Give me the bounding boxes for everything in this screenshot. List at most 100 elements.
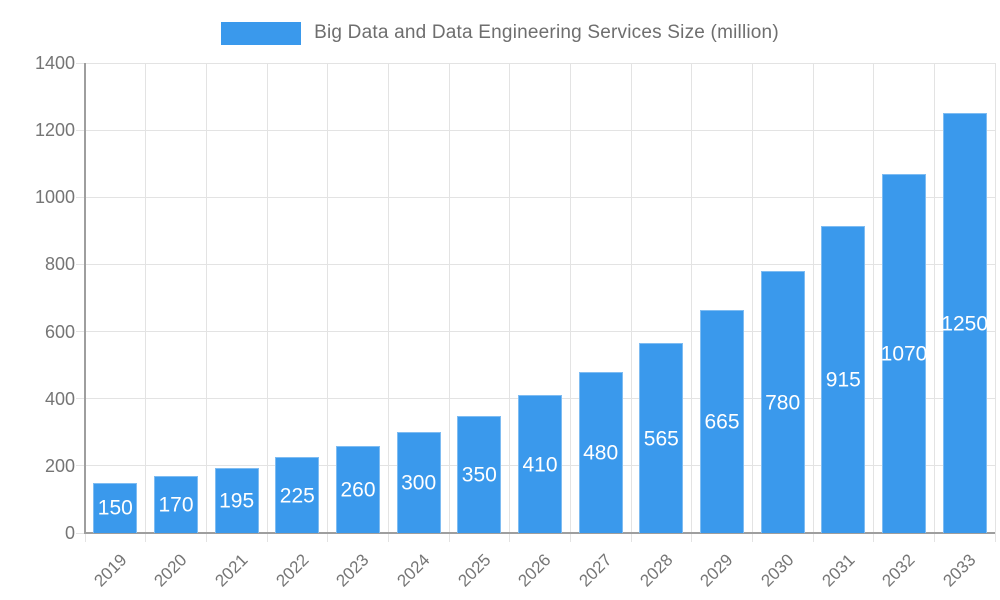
y-axis-tick xyxy=(76,263,85,265)
x-axis-label: 2020 xyxy=(150,550,191,591)
bar-value-label: 225 xyxy=(279,484,315,508)
bar-value-label: 300 xyxy=(401,471,437,495)
y-axis-tick xyxy=(76,62,85,64)
gridline-vertical xyxy=(205,63,207,533)
gridline-vertical xyxy=(448,63,450,533)
bar-value-label: 480 xyxy=(583,441,619,465)
x-axis-tick xyxy=(205,533,207,542)
x-axis-label: 2026 xyxy=(514,550,555,591)
legend-label: Big Data and Data Engineering Services S… xyxy=(314,22,779,43)
bar-value-label: 350 xyxy=(461,463,497,487)
y-axis-label: 1400 xyxy=(34,53,75,73)
bar-value-label: 170 xyxy=(158,493,194,517)
x-axis-tick xyxy=(812,533,814,542)
y-axis-tick xyxy=(76,129,85,131)
gridline-horizontal xyxy=(85,331,995,333)
bar[interactable]: 225 xyxy=(275,457,320,533)
gridline-vertical xyxy=(327,63,329,533)
bar-value-label: 150 xyxy=(97,496,133,520)
bar[interactable]: 565 xyxy=(639,343,684,533)
x-axis-label: 2027 xyxy=(575,550,616,591)
gridline-vertical xyxy=(509,63,511,533)
y-axis-tick xyxy=(76,398,85,400)
x-axis-tick xyxy=(994,533,996,542)
bar[interactable]: 480 xyxy=(578,371,623,533)
x-axis-label: 2021 xyxy=(211,550,252,591)
gridline-vertical xyxy=(691,63,693,533)
x-axis-label: 2024 xyxy=(393,550,434,591)
bar-value-label: 260 xyxy=(340,478,376,502)
gridline-horizontal xyxy=(85,129,995,131)
x-axis-label: 2025 xyxy=(453,550,495,591)
x-axis-line xyxy=(84,532,995,534)
gridline-vertical xyxy=(873,63,875,533)
x-axis-tick xyxy=(751,533,753,542)
x-axis-label: 2022 xyxy=(271,550,313,591)
bar-value-label: 665 xyxy=(704,410,740,434)
x-axis-tick xyxy=(691,533,693,542)
x-axis-tick xyxy=(448,533,450,542)
y-axis-label: 0 xyxy=(64,523,75,543)
x-axis-label: 2019 xyxy=(89,550,131,591)
y-axis-label: 400 xyxy=(44,388,75,409)
legend-swatch xyxy=(221,21,302,45)
x-axis-tick xyxy=(569,533,571,542)
x-axis-tick xyxy=(327,533,329,542)
bar[interactable]: 150 xyxy=(93,482,138,533)
y-axis-tick xyxy=(76,465,85,467)
bar[interactable]: 1070 xyxy=(880,173,928,533)
gridline-vertical xyxy=(994,63,996,533)
x-axis-label: 2031 xyxy=(817,550,859,591)
x-axis-label: 2029 xyxy=(696,550,737,591)
gridline-vertical xyxy=(630,63,632,533)
bar-value-label: 195 xyxy=(219,489,255,513)
bar[interactable]: 195 xyxy=(214,467,259,533)
bar-value-label: 410 xyxy=(522,453,558,477)
x-axis-label: 2033 xyxy=(939,550,980,591)
chart-legend[interactable]: Big Data and Data Engineering Services S… xyxy=(0,18,1000,48)
bar[interactable]: 410 xyxy=(518,395,562,533)
x-axis-tick xyxy=(873,533,875,542)
plot-area: 0 200 400 600 800 1000 1200 1400 150 170 195 225 260… xyxy=(35,54,996,590)
y-axis-label: 1000 xyxy=(34,187,75,208)
gridline-vertical xyxy=(266,63,268,533)
gridline-vertical xyxy=(569,63,571,533)
gridline-vertical xyxy=(933,63,935,533)
y-axis-label: 1200 xyxy=(34,120,75,141)
gridline-vertical xyxy=(812,63,814,533)
y-axis-tick xyxy=(76,532,85,534)
x-axis-tick xyxy=(509,533,511,542)
gridline-horizontal xyxy=(85,263,995,265)
bar[interactable]: 300 xyxy=(396,432,441,533)
bar-value-label: 1250 xyxy=(941,312,989,336)
y-axis-label: 800 xyxy=(44,254,75,275)
x-axis-tick xyxy=(933,533,935,542)
x-axis-tick xyxy=(630,533,632,542)
bar[interactable]: 170 xyxy=(154,475,198,533)
bar[interactable]: 350 xyxy=(457,415,502,533)
bar[interactable]: 665 xyxy=(700,309,744,533)
x-axis-label: 2030 xyxy=(757,550,798,591)
gridline-vertical xyxy=(387,63,389,533)
y-axis-label: 200 xyxy=(44,455,75,476)
bar[interactable]: 915 xyxy=(821,225,866,533)
gridline-horizontal xyxy=(85,196,995,198)
y-axis-label: 600 xyxy=(44,321,75,342)
x-axis-label: 2032 xyxy=(878,550,919,591)
x-axis-tick xyxy=(387,533,389,542)
gridline-horizontal xyxy=(85,62,995,64)
bar-value-label: 1070 xyxy=(880,342,928,366)
bar-value-label: 565 xyxy=(643,427,679,451)
y-axis-line xyxy=(84,63,86,533)
bar[interactable]: 1250 xyxy=(941,113,989,533)
bar-value-label: 915 xyxy=(825,368,861,392)
bar-value-label: 780 xyxy=(765,391,801,415)
gridline-vertical xyxy=(145,63,147,533)
x-axis-label: 2028 xyxy=(635,550,677,591)
x-axis-tick xyxy=(145,533,147,542)
x-axis-tick xyxy=(84,533,86,542)
gridline-vertical xyxy=(751,63,753,533)
bar[interactable]: 780 xyxy=(760,271,805,533)
bar[interactable]: 260 xyxy=(336,445,380,533)
x-axis-tick xyxy=(266,533,268,542)
